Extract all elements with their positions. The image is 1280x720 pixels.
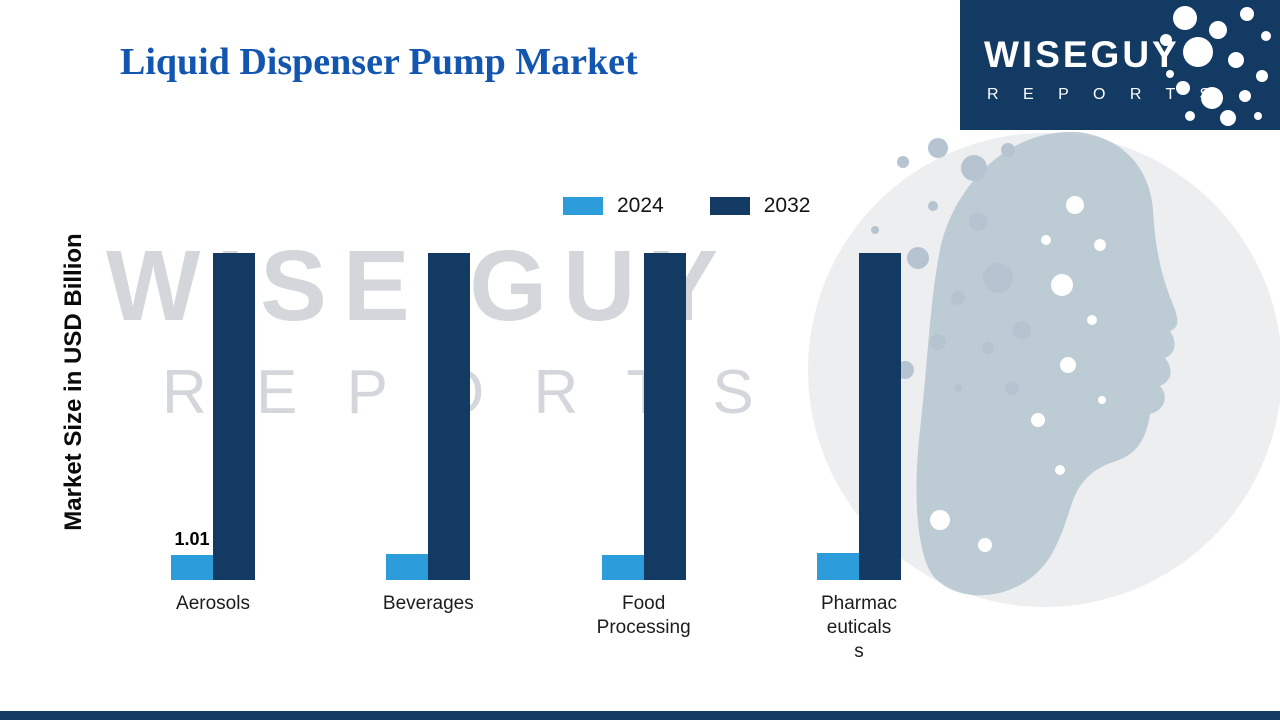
legend-swatch-2024 xyxy=(563,197,603,215)
category-label: Beverages xyxy=(382,593,474,614)
bar-2024-aerosols xyxy=(171,555,213,580)
bar-chart: 1.01 xyxy=(171,253,901,580)
legend-item-2032: 2032 xyxy=(709,194,811,218)
bar-group-food-processing xyxy=(601,253,686,580)
category-label-slot: Pharmac euticals s xyxy=(817,592,901,672)
bar-column xyxy=(816,553,859,580)
watermark-line1: WISE GUY xyxy=(106,230,735,342)
bar-column xyxy=(858,253,901,580)
category-label: Aerosols xyxy=(176,593,250,614)
bar-group-pharmaceuticals xyxy=(816,253,901,580)
brand-subtitle: R E P O R T S xyxy=(987,86,1221,103)
legend-label-2024: 2024 xyxy=(617,194,664,217)
legend-item-2024: 2024 xyxy=(563,194,664,218)
bar-column xyxy=(213,253,255,580)
bar-2024-pharmaceuticals xyxy=(816,553,859,580)
bar-2032-beverages xyxy=(428,253,471,580)
legend-label-2032: 2032 xyxy=(763,194,811,217)
chart-legend: 2024 2032 xyxy=(563,194,810,218)
bar-column xyxy=(601,555,644,580)
bar-2032-aerosols xyxy=(213,253,255,580)
bar-column: 1.01 xyxy=(171,529,213,580)
bar-2024-food-processing xyxy=(601,555,644,580)
chart-title: Liquid Dispenser Pump Market xyxy=(120,41,638,83)
category-labels: Aerosols Beverages Food Processing Pharmac eu… xyxy=(171,592,901,672)
category-label-slot: Food Processing xyxy=(597,592,691,672)
legend-swatch-2032 xyxy=(709,197,750,215)
category-label-slot: Aerosols xyxy=(171,592,255,672)
bar-column xyxy=(643,253,686,580)
brand-wordmark: WISEGUY xyxy=(984,34,1180,75)
footer-bar xyxy=(0,711,1280,720)
category-label: Pharmac euticals s xyxy=(820,593,897,662)
bar-group-aerosols: 1.01 xyxy=(171,253,255,580)
bar-2024-beverages xyxy=(386,554,429,580)
bar-2032-pharmaceuticals xyxy=(858,253,901,580)
category-label: Food Processing xyxy=(596,593,691,638)
bar-column xyxy=(428,253,471,580)
brand-header: WISEGUY R E P O R T S xyxy=(960,0,1280,130)
y-axis-label: Market Size in USD Billion xyxy=(60,233,87,531)
category-label-slot: Beverages xyxy=(383,592,474,672)
bar-column xyxy=(386,554,429,580)
bar-value-label: 1.01 xyxy=(174,529,210,549)
bar-2032-food-processing xyxy=(643,253,686,580)
bar-group-beverages xyxy=(386,253,471,580)
